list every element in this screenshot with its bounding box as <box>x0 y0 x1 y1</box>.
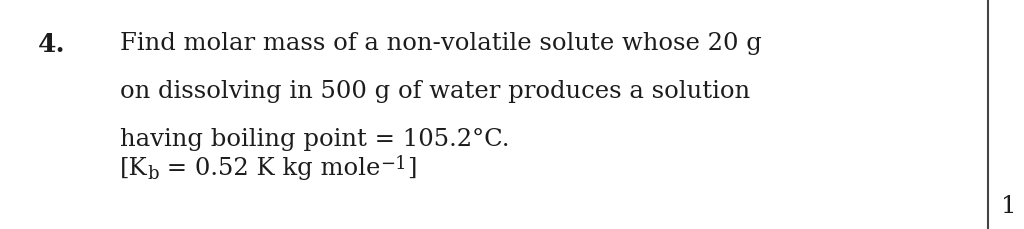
Text: 1: 1 <box>1000 194 1016 217</box>
Text: [K: [K <box>120 156 147 179</box>
Text: 4.: 4. <box>38 32 66 57</box>
Text: on dissolving in 500 g of water produces a solution: on dissolving in 500 g of water produces… <box>120 80 751 103</box>
Text: ]: ] <box>408 156 417 179</box>
Text: b: b <box>147 164 159 182</box>
Text: Find molar mass of a non-volatile solute whose 20 g: Find molar mass of a non-volatile solute… <box>120 32 762 55</box>
Text: −1: −1 <box>381 154 408 172</box>
Text: = 0.52 K kg mole: = 0.52 K kg mole <box>159 156 381 179</box>
Text: having boiling point = 105.2°C.: having boiling point = 105.2°C. <box>120 128 510 150</box>
